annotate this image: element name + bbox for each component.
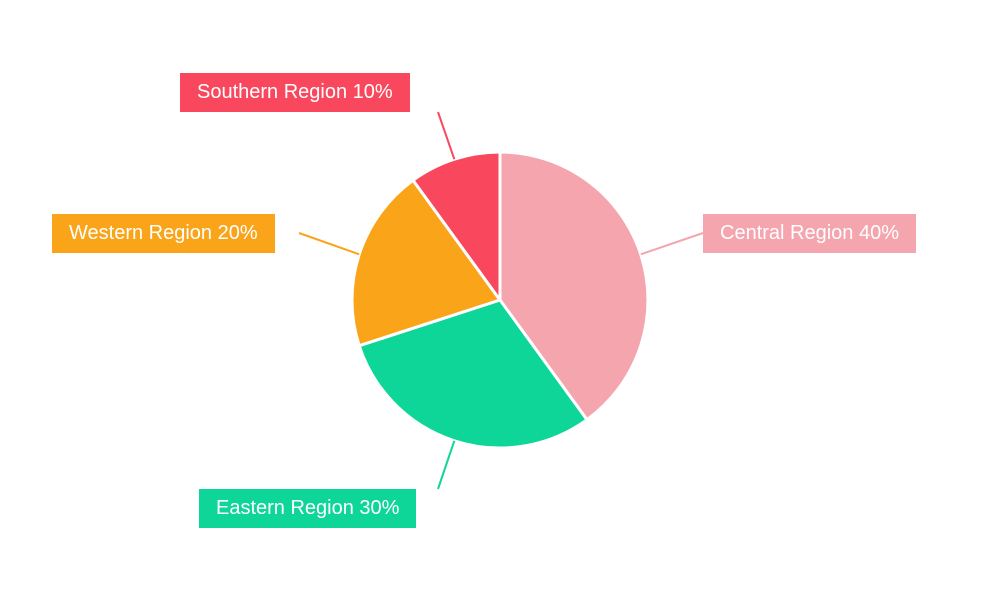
pie-slice-southern-region	[411, 150, 502, 302]
callout-label-western-region: Western Region 20%	[52, 214, 275, 253]
leader-line-eastern-region	[437, 440, 456, 490]
callout-label-eastern-region: Eastern Region 30%	[199, 489, 417, 528]
callout-label-central-region: Central Region 40%	[703, 214, 916, 253]
leader-line-southern-region	[437, 111, 456, 160]
leader-line-central-region	[640, 232, 704, 256]
leader-line-western-region	[298, 232, 360, 256]
pie-slice-eastern-region	[357, 298, 589, 450]
callout-label-southern-region: Southern Region 10%	[180, 73, 410, 112]
pie-slice-central-region	[498, 150, 650, 422]
pie-slice-western-region	[350, 178, 502, 348]
